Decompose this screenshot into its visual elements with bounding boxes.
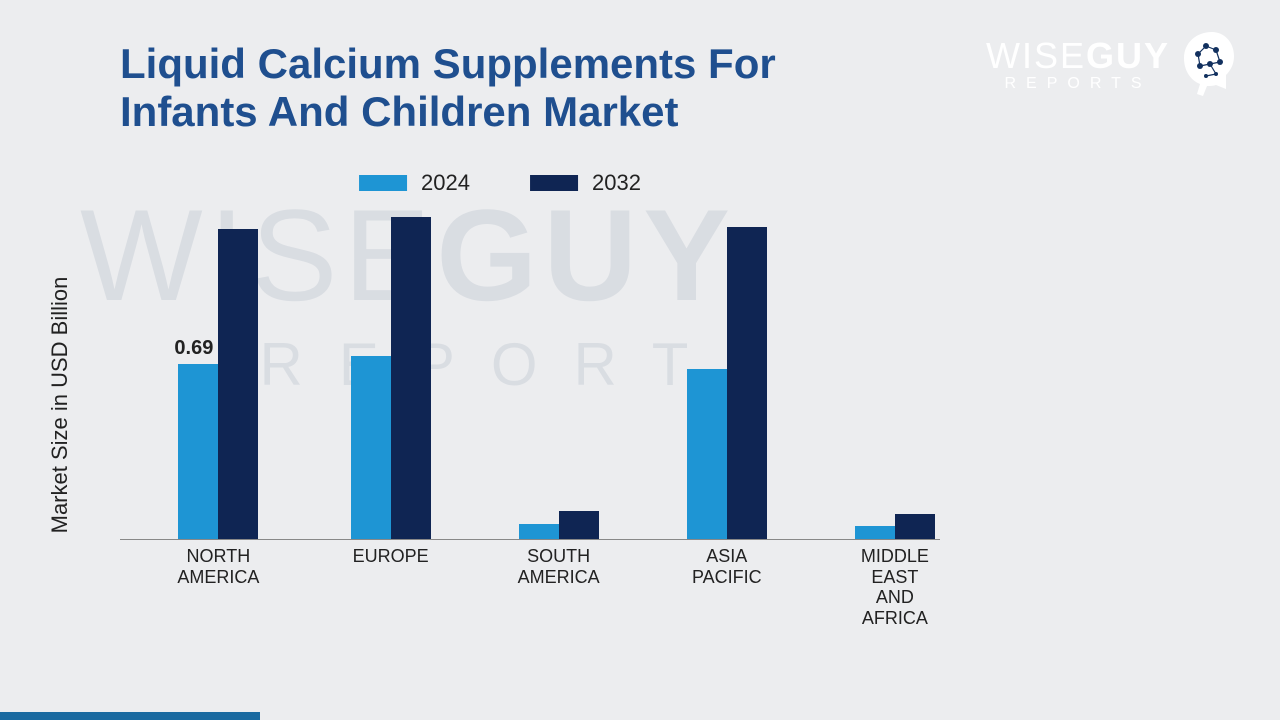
brand-logo-line1: WISEGUY xyxy=(986,35,1170,77)
plot-region: 0.69 xyxy=(120,210,940,540)
chart-area: Market Size in USD Billion 2024 2032 0.6… xyxy=(60,170,940,640)
bar-2024 xyxy=(351,356,391,539)
footer-accent-bar xyxy=(0,712,260,720)
bar-2032 xyxy=(218,229,258,539)
bar-2032 xyxy=(895,514,935,539)
legend-label-2032: 2032 xyxy=(592,170,641,196)
legend-swatch-2024 xyxy=(359,175,407,191)
brand-logo-line2: REPORTS xyxy=(986,75,1170,93)
bar-2032 xyxy=(727,227,767,539)
legend-item-2032: 2032 xyxy=(530,170,641,196)
brand-logo-text: WISEGUY REPORTS xyxy=(986,28,1246,100)
x-tick-label: SOUTHAMERICA xyxy=(518,546,600,587)
chart-card: WISEGUY REPORTS WISEGUY REPORTS xyxy=(0,0,1280,720)
chart-title: Liquid Calcium Supplements For Infants A… xyxy=(120,40,840,137)
legend: 2024 2032 xyxy=(359,170,641,196)
legend-item-2024: 2024 xyxy=(359,170,470,196)
bar-2024 xyxy=(855,526,895,539)
bar-2032 xyxy=(559,511,599,539)
bar-2024 xyxy=(687,369,727,539)
bar-2032 xyxy=(391,217,431,539)
data-label: 0.69 xyxy=(174,337,213,360)
x-tick-label: MIDDLEEASTANDAFRICA xyxy=(861,546,929,629)
x-tick-label: EUROPE xyxy=(353,546,429,567)
bar-2024 xyxy=(519,524,559,539)
brand-wise: WISE xyxy=(986,35,1086,76)
brand-guy: GUY xyxy=(1086,35,1170,76)
legend-label-2024: 2024 xyxy=(421,170,470,196)
legend-swatch-2032 xyxy=(530,175,578,191)
bar-group xyxy=(855,514,935,539)
brain-head-icon xyxy=(1176,28,1236,100)
bar-group xyxy=(351,217,431,539)
x-tick-label: NORTHAMERICA xyxy=(177,546,259,587)
bar-group xyxy=(687,227,767,539)
bar-group xyxy=(178,229,258,539)
y-axis-label: Market Size in USD Billion xyxy=(47,277,73,534)
bar-group xyxy=(519,511,599,539)
x-tick-label: ASIAPACIFIC xyxy=(692,546,762,587)
bar-2024 xyxy=(178,364,218,539)
x-axis-labels: NORTHAMERICA EUROPE SOUTHAMERICA ASIAPACIFI… xyxy=(120,540,940,640)
brand-logo: WISEGUY REPORTS xyxy=(986,28,1246,100)
brand-panel xyxy=(960,0,1280,720)
